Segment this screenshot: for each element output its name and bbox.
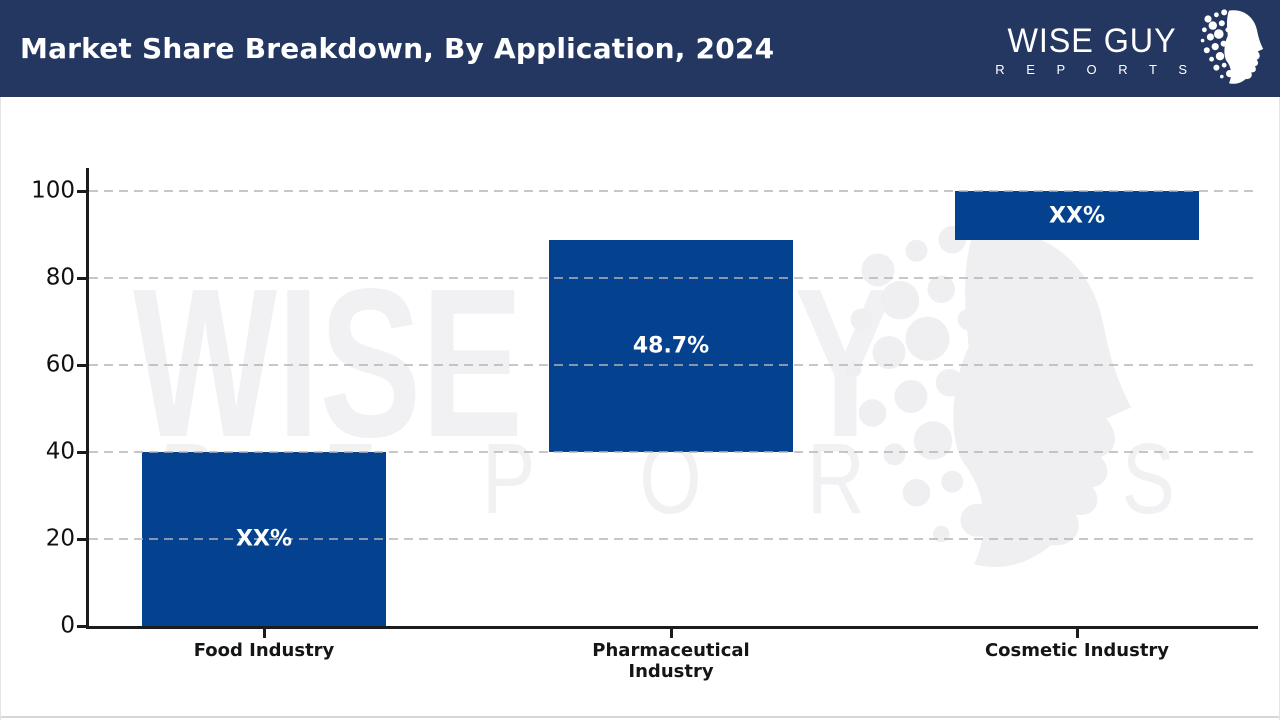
y-tick-label-20: 20 xyxy=(45,525,75,552)
y-tick-20 xyxy=(77,538,86,541)
header-banner: Market Share Breakdown, By Application, … xyxy=(0,0,1280,97)
gridline-y100 xyxy=(89,190,1258,192)
bottom-border xyxy=(0,716,1280,718)
x-axis-label: Cosmetic Industry xyxy=(984,640,1170,661)
y-tick-40 xyxy=(77,451,86,454)
y-tick-label-0: 0 xyxy=(60,612,75,639)
y-tick-80 xyxy=(77,277,86,280)
y-tick-label-40: 40 xyxy=(45,438,75,465)
y-tick-0 xyxy=(77,625,86,628)
chart-area: WISE GUY R E P O R T S 0 20 40 60 80 100 XX% Fo… xyxy=(0,97,1280,718)
x-axis-spine xyxy=(86,626,1258,629)
y-tick-60 xyxy=(77,364,86,367)
x-tick-2 xyxy=(670,629,673,638)
gridline-y80 xyxy=(89,277,1258,279)
y-tick-label-100: 100 xyxy=(31,177,75,204)
bar-value-label: 48.7% xyxy=(632,333,710,359)
gridline-y20 xyxy=(89,538,1258,540)
y-tick-label-60: 60 xyxy=(45,351,75,378)
x-tick-3 xyxy=(1076,629,1079,638)
brand-head-icon xyxy=(1200,9,1264,84)
bar-value-label: XX% xyxy=(236,526,292,552)
left-border xyxy=(0,97,1,720)
brand-name: WISE GUY xyxy=(1007,21,1177,60)
y-axis-spine xyxy=(86,168,89,629)
y-tick-label-80: 80 xyxy=(45,264,75,291)
bar-pharmaceutical-industry xyxy=(549,240,793,452)
y-tick-100 xyxy=(77,190,86,193)
page-title: Market Share Breakdown, By Application, … xyxy=(20,32,775,65)
x-tick-1 xyxy=(263,629,266,638)
x-axis-label: Food Industry xyxy=(193,640,335,661)
x-axis-label: Pharmaceutical Industry xyxy=(592,640,750,683)
brand-logo: WISE GUY R E P O R T S xyxy=(991,6,1268,92)
brand-subtitle: R E P O R T S xyxy=(995,61,1196,77)
bar-value-label: XX% xyxy=(1049,203,1105,229)
gridline-y60 xyxy=(89,364,1258,366)
gridline-y40 xyxy=(89,451,1258,453)
watermark-head-icon xyxy=(845,226,1131,568)
brand-logo-text: WISE GUY R E P O R T S xyxy=(991,22,1192,77)
